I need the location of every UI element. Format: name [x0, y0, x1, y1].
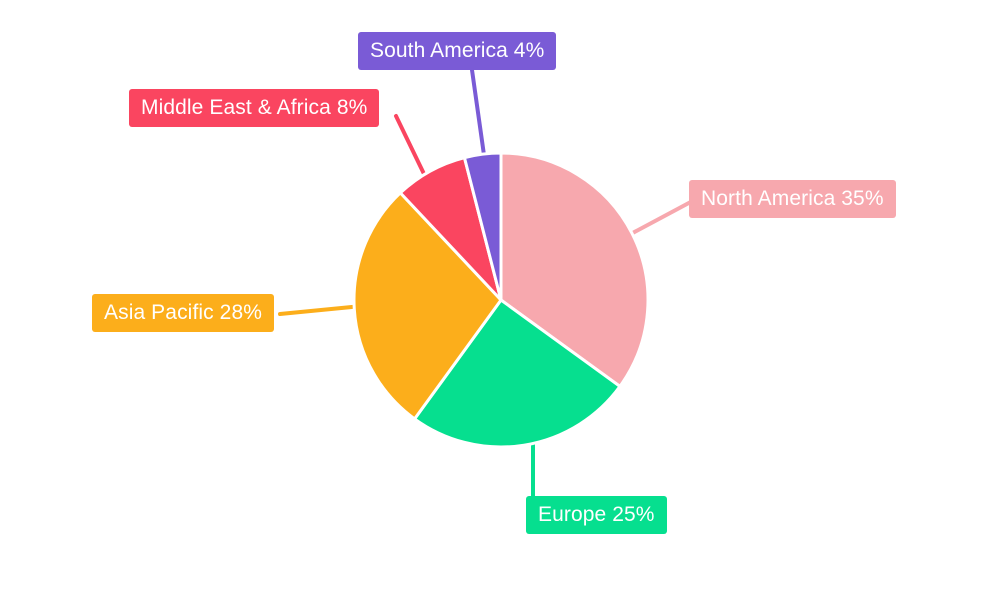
slice-label-europe[interactable]: Europe 25%: [526, 496, 667, 534]
pie-slice-europe[interactable]: [413, 298, 622, 449]
leader-line-middle-east-africa: [394, 114, 427, 178]
pie-slice-south-america[interactable]: [462, 151, 503, 302]
leader-line-group: [278, 68, 702, 502]
slice-label-south-america[interactable]: South America 4%: [358, 32, 557, 70]
leader-line-south-america: [470, 68, 486, 157]
slice-label-middle-east-africa[interactable]: Middle East & Africa 8%: [129, 89, 380, 127]
pie-slice-group: [352, 151, 650, 449]
slice-label-north-america[interactable]: North America 35%: [689, 180, 896, 218]
pie-slice-asia-pacific[interactable]: [352, 191, 503, 421]
leader-line-asia-pacific: [278, 304, 364, 316]
pie-slice-north-america[interactable]: [499, 151, 650, 388]
leader-line-north-america: [625, 195, 702, 238]
slice-label-asia-pacific[interactable]: Asia Pacific 28%: [92, 294, 275, 332]
